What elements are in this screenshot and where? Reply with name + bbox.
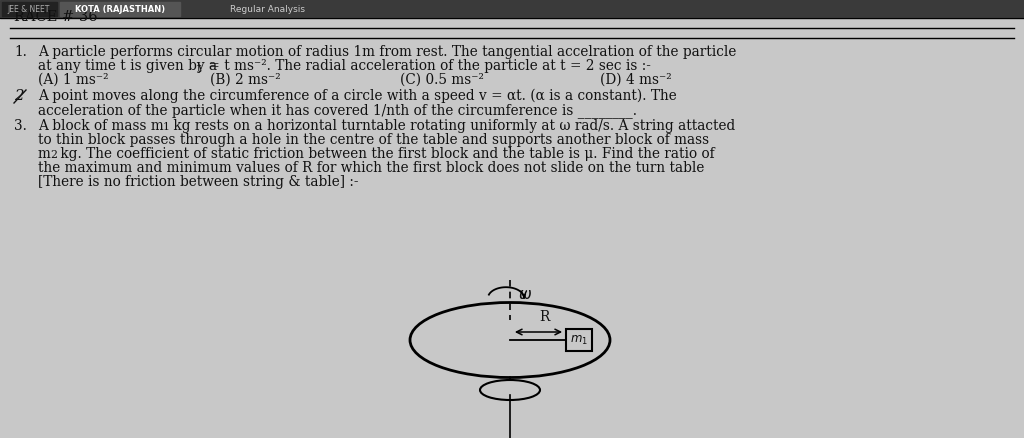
Text: 2: 2	[50, 150, 57, 160]
Text: A block of mass m: A block of mass m	[38, 119, 164, 133]
Bar	[0, 0, 1024, 18]
Text: (C) 0.5 ms⁻²: (C) 0.5 ms⁻²	[400, 73, 484, 87]
Text: 1: 1	[163, 122, 170, 132]
Text: A point moves along the circumference of a circle with a speed v = αt. (α is a c: A point moves along the circumference of…	[38, 89, 677, 103]
Text: the maximum and minimum values of R for which the first block does not slide on : the maximum and minimum values of R for …	[38, 161, 705, 175]
Text: RACE # 36: RACE # 36	[14, 10, 97, 24]
Text: (B) 2 ms⁻²: (B) 2 ms⁻²	[210, 73, 281, 87]
Text: (D) 4 ms⁻²: (D) 4 ms⁻²	[600, 73, 672, 87]
Bar	[2, 2, 57, 16]
Bar	[566, 329, 592, 351]
Text: at any time t is given by a: at any time t is given by a	[38, 59, 217, 73]
Text: A particle performs circular motion of radius 1m from rest. The tangential accel: A particle performs circular motion of r…	[38, 45, 736, 59]
Text: $m_1$: $m_1$	[570, 333, 588, 346]
Text: 3.: 3.	[14, 119, 27, 133]
Text: acceleration of the particle when it has covered 1/nth of the circumference is _: acceleration of the particle when it has…	[38, 103, 637, 118]
Text: R: R	[539, 310, 549, 324]
Text: (A) 1 ms⁻²: (A) 1 ms⁻²	[38, 73, 109, 87]
Text: JEE & NEET: JEE & NEET	[8, 4, 50, 14]
Text: kg rests on a horizontal turntable rotating uniformly at ω rad/s. A string attac: kg rests on a horizontal turntable rotat…	[169, 119, 735, 133]
Text: to thin block passes through a hole in the centre of the table and supports anot: to thin block passes through a hole in t…	[38, 133, 710, 147]
Text: $\omega$: $\omega$	[518, 287, 532, 302]
Text: t: t	[197, 62, 202, 75]
Text: kg. The coefficient of static friction between the first block and the table is : kg. The coefficient of static friction b…	[56, 147, 715, 161]
Text: = t ms⁻². The radial acceleration of the particle at t = 2 sec is :-: = t ms⁻². The radial acceleration of the…	[204, 59, 651, 73]
Text: m: m	[38, 147, 51, 161]
Text: 1.: 1.	[14, 45, 27, 59]
Text: KOTA (RAJASTHAN): KOTA (RAJASTHAN)	[75, 4, 165, 14]
Bar	[60, 2, 180, 16]
Text: [There is no friction between string & table] :-: [There is no friction between string & t…	[38, 175, 358, 189]
Text: Regular Analysis: Regular Analysis	[230, 4, 305, 14]
Text: 2: 2	[14, 89, 24, 103]
